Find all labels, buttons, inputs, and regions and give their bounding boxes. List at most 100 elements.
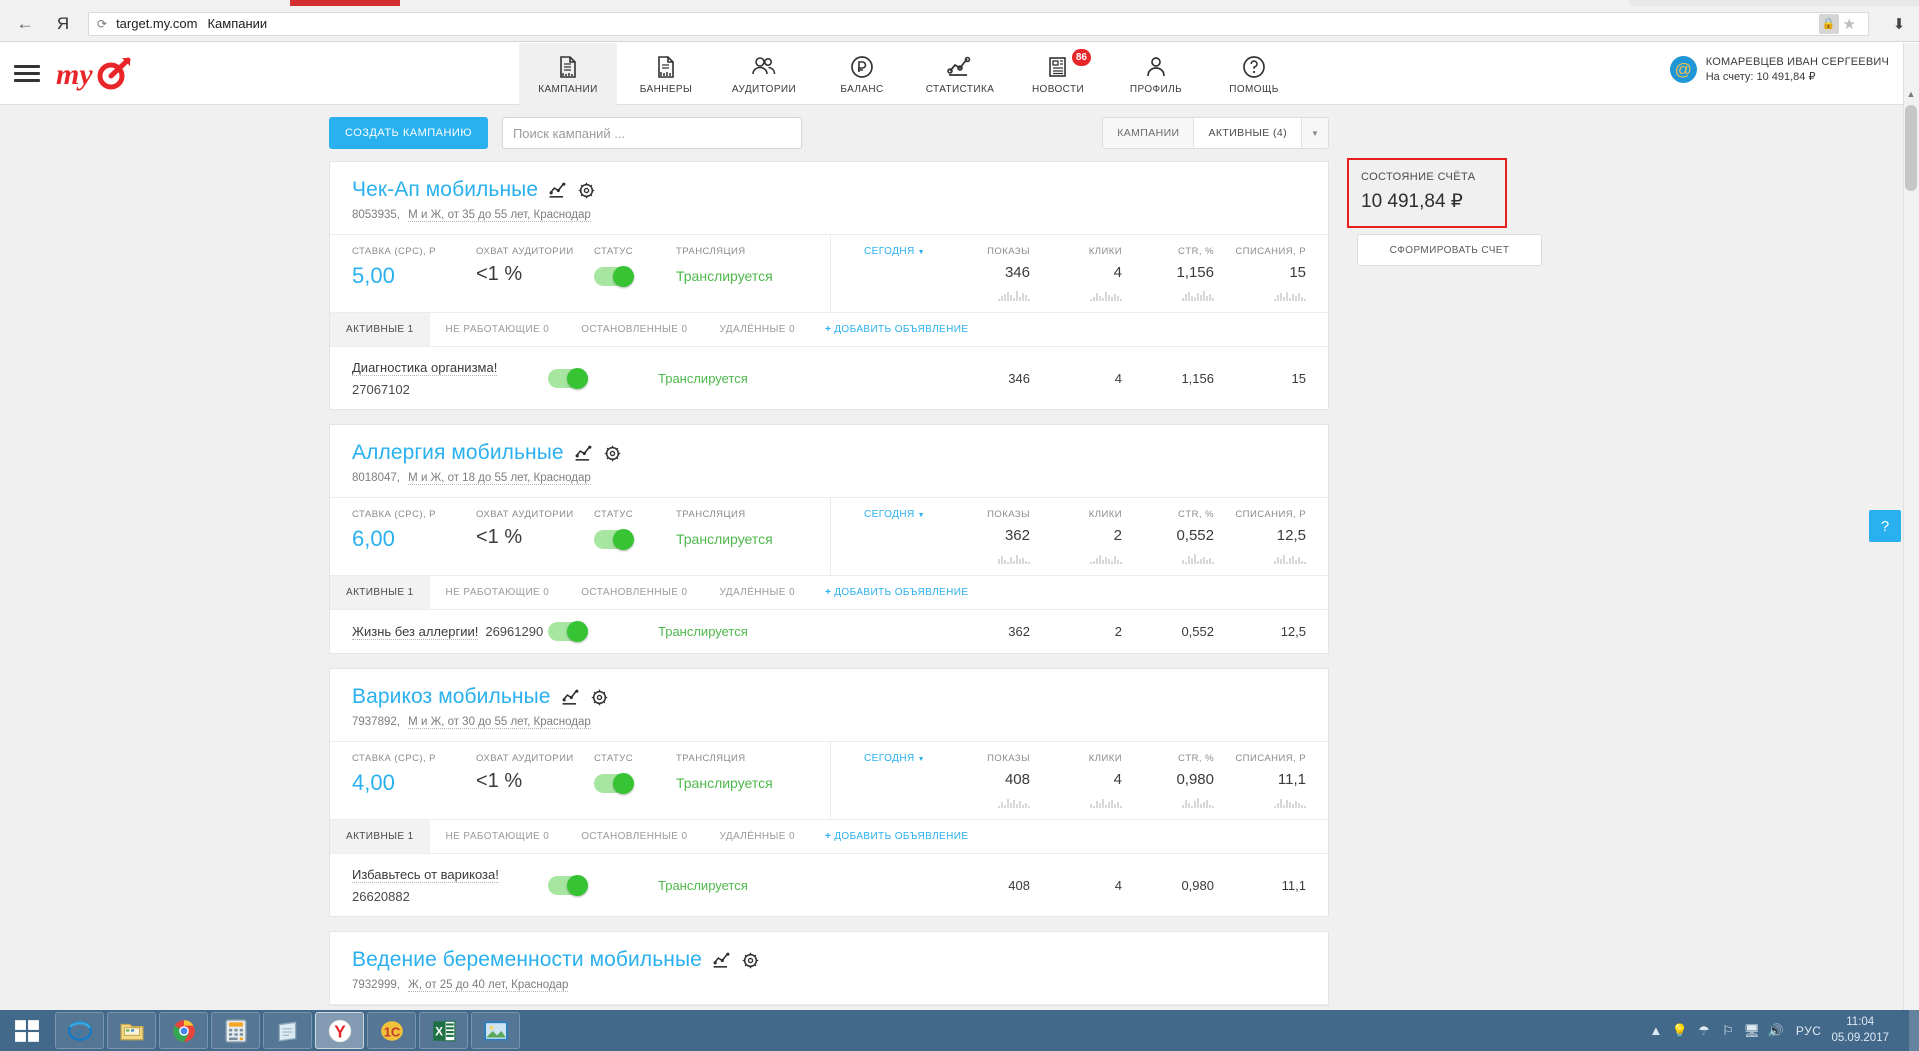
google-chrome-icon[interactable] xyxy=(159,1012,208,1049)
banner-tab-deleted[interactable]: УДАЛЁННЫЕ 0 xyxy=(719,587,795,598)
flag-icon[interactable]: ⚐ xyxy=(1722,1022,1734,1038)
period-selector[interactable]: СЕГОДНЯ ▼ xyxy=(864,753,926,764)
nav-item-news[interactable]: 86 НОВОСТИ xyxy=(1009,43,1107,105)
nav-item-balance[interactable]: БАЛАНС xyxy=(813,43,911,105)
gear-icon[interactable] xyxy=(741,951,760,970)
campaign-bid-value[interactable]: 6,00 xyxy=(352,526,395,551)
filter-scope-campaigns[interactable]: КАМПАНИИ xyxy=(1103,118,1195,148)
star-icon[interactable]: ★ xyxy=(1842,15,1856,33)
banner-title[interactable]: Диагностика организма! xyxy=(352,360,498,376)
chevron-down-icon[interactable]: ▼ xyxy=(1302,118,1328,148)
banner-status-toggle[interactable] xyxy=(548,367,588,389)
add-banner-link[interactable]: + ДОБАВИТЬ ОБЪЯВЛЕНИЕ xyxy=(824,831,969,842)
mytarget-logo[interactable]: my xyxy=(56,54,136,94)
lamp-icon[interactable]: 💡 xyxy=(1671,1022,1688,1038)
gear-icon[interactable] xyxy=(590,688,609,707)
create-invoice-button[interactable]: СФОРМИРОВАТЬ СЧЕТ xyxy=(1357,234,1542,266)
browser-tab-active[interactable] xyxy=(290,0,400,6)
banner-status-toggle[interactable] xyxy=(548,874,588,896)
campaign-status-toggle[interactable] xyxy=(594,773,634,794)
photo-viewer-icon[interactable] xyxy=(471,1012,520,1049)
period-selector[interactable]: СЕГОДНЯ ▼ xyxy=(864,509,926,520)
campaign-targeting[interactable]: М и Ж, от 18 до 55 лет, Краснодар xyxy=(408,472,591,485)
nav-item-audiences[interactable]: АУДИТОРИИ xyxy=(715,43,813,105)
campaign-bid-value[interactable]: 5,00 xyxy=(352,263,395,288)
banner-tab-not-working[interactable]: НЕ РАБОТАЮЩИЕ 0 xyxy=(445,587,550,598)
chevron-up-icon[interactable]: ▲ xyxy=(1649,1023,1663,1038)
scrollbar-thumb[interactable] xyxy=(1905,105,1917,191)
calculator-icon[interactable] xyxy=(211,1012,260,1049)
banner-status-toggle[interactable] xyxy=(548,621,588,642)
file-explorer-icon[interactable] xyxy=(107,1012,156,1049)
gear-icon[interactable] xyxy=(603,444,622,463)
browser-tab-inactive-2[interactable] xyxy=(400,0,1630,6)
banner-title[interactable]: Избавьтесь от варикоза! xyxy=(352,867,499,883)
clock[interactable]: 11:04 05.09.2017 xyxy=(1831,1015,1889,1046)
line-chart-icon[interactable] xyxy=(574,444,593,463)
gear-icon[interactable] xyxy=(577,181,596,200)
line-chart-icon[interactable] xyxy=(561,688,580,707)
back-arrow-icon[interactable]: ← xyxy=(16,13,34,33)
lock-icon[interactable]: 🔒 xyxy=(1818,13,1839,34)
help-tab-button[interactable]: ? xyxy=(1869,510,1901,542)
language-indicator[interactable]: РУС xyxy=(1795,1023,1822,1038)
nav-item-campaigns[interactable]: КАМПАНИИ xyxy=(519,43,617,105)
nav-item-profile[interactable]: ПРОФИЛЬ xyxy=(1107,43,1205,105)
banner-tab-stopped[interactable]: ОСТАНОВЛЕННЫЕ 0 xyxy=(581,587,688,598)
nav-item-banners[interactable]: БАННЕРЫ xyxy=(617,43,715,105)
banner-title[interactable]: Жизнь без аллергии! xyxy=(352,623,479,640)
ruble-coin-icon xyxy=(850,54,874,80)
period-selector[interactable]: СЕГОДНЯ ▼ xyxy=(864,246,926,257)
shield-icon[interactable]: ☂ xyxy=(1698,1022,1710,1038)
add-banner-link[interactable]: + ДОБАВИТЬ ОБЪЯВЛЕНИЕ xyxy=(824,587,969,598)
search-input[interactable] xyxy=(501,117,802,149)
page-scrollbar[interactable]: ▲ xyxy=(1903,43,1919,1011)
campaign-bid-value[interactable]: 4,00 xyxy=(352,770,395,795)
banner-tab-stopped[interactable]: ОСТАНОВЛЕННЫЕ 0 xyxy=(581,324,688,335)
banner-tab-deleted[interactable]: УДАЛЁННЫЕ 0 xyxy=(719,324,795,335)
browser-tab-inactive[interactable] xyxy=(0,0,290,6)
add-banner-link[interactable]: + ДОБАВИТЬ ОБЪЯВЛЕНИЕ xyxy=(824,324,969,335)
notepad-icon[interactable] xyxy=(263,1012,312,1049)
internet-explorer-icon[interactable]: e xyxy=(55,1012,104,1049)
filter-status-active[interactable]: АКТИВНЫЕ (4) xyxy=(1194,118,1302,148)
user-summary[interactable]: @ КОМАРЕВЦЕВ ИВАН СЕРГЕЕВИЧ На счету: 10… xyxy=(1669,55,1889,84)
campaign-title[interactable]: Варикоз мобильные xyxy=(352,685,551,708)
line-chart-icon[interactable] xyxy=(712,951,731,970)
1c-enterprise-icon[interactable]: 1C xyxy=(367,1012,416,1049)
campaign-title[interactable]: Ведение беременности мобильные xyxy=(352,948,702,971)
show-desktop-button[interactable] xyxy=(1909,1010,1919,1051)
windows-start-icon[interactable] xyxy=(2,1011,52,1050)
campaign-status-toggle[interactable] xyxy=(594,266,634,287)
campaign-targeting[interactable]: Ж, от 25 до 40 лет, Краснодар xyxy=(408,979,569,992)
reload-icon[interactable]: ⟳ xyxy=(97,16,108,31)
line-chart-icon[interactable] xyxy=(548,181,567,200)
browser-tab-strip[interactable] xyxy=(0,0,1919,6)
campaign-targeting[interactable]: М и Ж, от 35 до 55 лет, Краснодар xyxy=(408,209,591,222)
nav-item-statistics[interactable]: СТАТИСТИКА xyxy=(911,43,1009,105)
campaign-status-toggle[interactable] xyxy=(594,529,634,550)
banner-tab-deleted[interactable]: УДАЛЁННЫЕ 0 xyxy=(719,831,795,842)
banner-state: Транслируется xyxy=(658,624,748,639)
download-icon[interactable]: ⬇ xyxy=(1892,15,1906,33)
banner-tab-not-working[interactable]: НЕ РАБОТАЮЩИЕ 0 xyxy=(445,831,550,842)
excel-icon[interactable]: X xyxy=(419,1012,468,1049)
campaign-title[interactable]: Чек-Ап мобильные xyxy=(352,178,539,201)
scroll-up-icon[interactable]: ▲ xyxy=(1906,89,1916,99)
banner-tab-active[interactable]: АКТИВНЫЕ 1 xyxy=(330,313,430,346)
yandex-browser-icon[interactable]: Y xyxy=(315,1012,364,1049)
banner-tab-stopped[interactable]: ОСТАНОВЛЕННЫЕ 0 xyxy=(581,831,688,842)
address-bar[interactable]: ⟳ target.my.com Кампании 🔒 ★ xyxy=(88,11,1869,36)
volume-icon[interactable]: 🔊 xyxy=(1767,1022,1784,1038)
col-label-reach: ОХВАТ АУДИТОРИИ xyxy=(476,509,574,520)
create-campaign-button[interactable]: СОЗДАТЬ КАМПАНИЮ xyxy=(329,117,488,149)
hamburger-menu-icon[interactable] xyxy=(14,61,40,86)
network-icon[interactable]: 🖥 xyxy=(1743,1022,1761,1038)
campaign-title[interactable]: Аллергия мобильные xyxy=(352,441,564,464)
banner-tab-active[interactable]: АКТИВНЫЕ 1 xyxy=(330,820,430,853)
campaign-targeting[interactable]: М и Ж, от 30 до 55 лет, Краснодар xyxy=(408,716,591,729)
yandex-logo-icon[interactable]: Я xyxy=(56,13,70,33)
banner-tab-active[interactable]: АКТИВНЫЕ 1 xyxy=(330,576,430,609)
nav-item-help[interactable]: ПОМОЩЬ xyxy=(1205,43,1303,105)
banner-tab-not-working[interactable]: НЕ РАБОТАЮЩИЕ 0 xyxy=(445,324,550,335)
